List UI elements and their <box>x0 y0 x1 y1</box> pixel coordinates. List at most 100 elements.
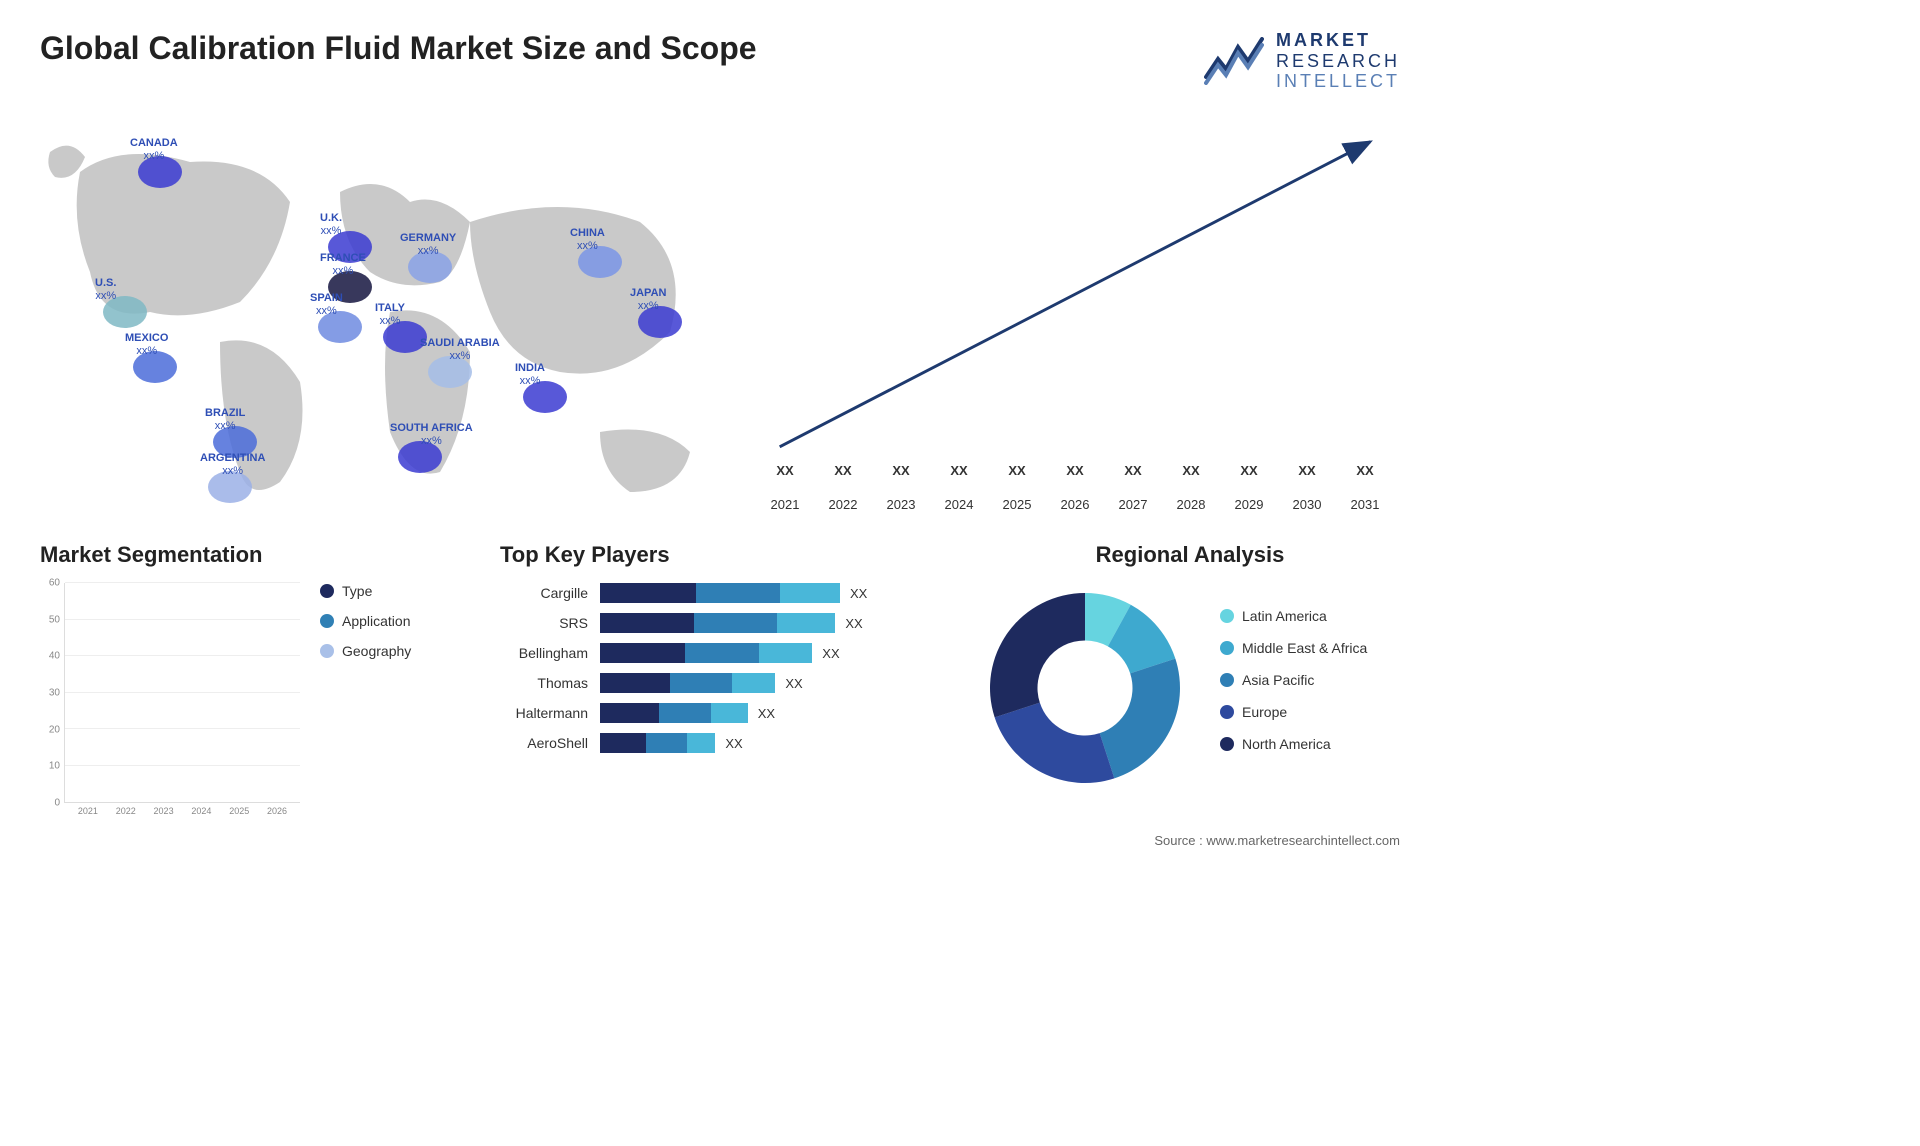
y-tick: 40 <box>49 651 60 662</box>
player-bar <box>600 643 812 663</box>
map-label: U.K.xx% <box>320 212 342 238</box>
map-label: JAPANxx% <box>630 287 666 313</box>
growth-year-label: 2027 <box>1108 497 1158 512</box>
map-label: ARGENTINAxx% <box>200 452 265 478</box>
y-tick: 30 <box>49 688 60 699</box>
players-title: Top Key Players <box>500 542 940 568</box>
player-row: Haltermann XX <box>500 703 880 723</box>
growth-year-label: 2021 <box>760 497 810 512</box>
donut-slice <box>1100 659 1180 779</box>
growth-year-label: 2022 <box>818 497 868 512</box>
donut-slice <box>995 703 1115 783</box>
growth-year-label: 2023 <box>876 497 926 512</box>
player-value: XX <box>785 676 802 691</box>
player-name: Thomas <box>500 675 600 691</box>
map-label: INDIAxx% <box>515 362 545 388</box>
map-label: MEXICOxx% <box>125 332 168 358</box>
seg-year-label: 2022 <box>116 806 136 816</box>
legend-item: Europe <box>1220 704 1367 720</box>
map-label: SAUDI ARABIAxx% <box>420 337 500 363</box>
logo: MARKET RESEARCH INTELLECT <box>1204 30 1400 92</box>
player-bar <box>600 673 775 693</box>
growth-year-label: 2029 <box>1224 497 1274 512</box>
player-row: Cargille XX <box>500 583 880 603</box>
growth-value-label: XX <box>1298 463 1315 478</box>
growth-value-label: XX <box>1008 463 1025 478</box>
donut-slice <box>990 593 1085 717</box>
growth-value-label: XX <box>1182 463 1199 478</box>
growth-bar: XX <box>818 463 868 482</box>
regional-section: Regional Analysis Latin AmericaMiddle Ea… <box>980 542 1400 803</box>
legend-item: Type <box>320 583 411 599</box>
growth-value-label: XX <box>1240 463 1257 478</box>
player-bar <box>600 613 835 633</box>
map-label: SOUTH AFRICAxx% <box>390 422 473 448</box>
segmentation-section: Market Segmentation 0102030405060 202120… <box>40 542 460 803</box>
top-row: CANADAxx%U.S.xx%MEXICOxx%BRAZILxx%ARGENT… <box>40 112 1400 512</box>
legend-item: Geography <box>320 643 411 659</box>
donut-legend: Latin AmericaMiddle East & AfricaAsia Pa… <box>1220 608 1367 768</box>
growth-value-label: XX <box>1124 463 1141 478</box>
growth-value-label: XX <box>776 463 793 478</box>
players-chart: CargilleXXSRSXXBellinghamXXThomasXXHalte… <box>500 583 880 753</box>
map-label: SPAINxx% <box>310 292 343 318</box>
seg-year-label: 2025 <box>229 806 249 816</box>
segmentation-title: Market Segmentation <box>40 542 460 568</box>
seg-year-label: 2026 <box>267 806 287 816</box>
growth-value-label: XX <box>1066 463 1083 478</box>
seg-year-label: 2021 <box>78 806 98 816</box>
growth-bar: XX <box>760 463 810 482</box>
player-name: Cargille <box>500 585 600 601</box>
growth-year-label: 2026 <box>1050 497 1100 512</box>
map-label: U.S.xx% <box>95 277 116 303</box>
player-row: BellinghamXX <box>500 643 880 663</box>
player-value: XX <box>850 586 867 601</box>
player-row: SRS XX <box>500 613 880 633</box>
legend-item: Application <box>320 613 411 629</box>
growth-chart: XX XX XX XX XX XX XX XX XX XX XX 2021 2022 2023 2024 2… <box>750 112 1400 512</box>
growth-bar: XX <box>934 463 984 482</box>
growth-bar: XX <box>1108 463 1158 482</box>
map-label: GERMANYxx% <box>400 232 456 258</box>
segmentation-chart: 0102030405060 202120222023202420252026 <box>40 583 300 803</box>
bottom-row: Market Segmentation 0102030405060 202120… <box>40 542 1400 803</box>
growth-bar: XX <box>1224 463 1274 482</box>
growth-year-label: 2024 <box>934 497 984 512</box>
growth-value-label: XX <box>1356 463 1373 478</box>
player-row: Thomas XX <box>500 673 880 693</box>
legend-item: North America <box>1220 736 1367 752</box>
player-value: XX <box>725 736 742 751</box>
player-bar <box>600 733 715 753</box>
donut-wrap: Latin AmericaMiddle East & AfricaAsia Pa… <box>980 583 1400 793</box>
player-name: Haltermann <box>500 705 600 721</box>
y-tick: 0 <box>54 798 60 809</box>
map-label: FRANCExx% <box>320 252 366 278</box>
y-tick: 60 <box>49 578 60 589</box>
growth-value-label: XX <box>834 463 851 478</box>
y-tick: 50 <box>49 614 60 625</box>
growth-bar: XX <box>1050 463 1100 482</box>
y-tick: 20 <box>49 724 60 735</box>
legend-item: Latin America <box>1220 608 1367 624</box>
player-bar <box>600 703 748 723</box>
regional-title: Regional Analysis <box>980 542 1400 568</box>
player-name: SRS <box>500 615 600 631</box>
header: Global Calibration Fluid Market Size and… <box>40 30 1400 92</box>
y-tick: 10 <box>49 761 60 772</box>
source-text: Source : www.marketresearchintellect.com <box>1154 833 1400 848</box>
player-name: AeroShell <box>500 735 600 751</box>
growth-bar: XX <box>1166 463 1216 482</box>
player-bar <box>600 583 840 603</box>
growth-bar: XX <box>1340 463 1390 482</box>
donut-chart <box>980 583 1190 793</box>
seg-year-label: 2024 <box>191 806 211 816</box>
players-section: Top Key Players Cargille XX SRS XX Bellingha… <box>500 542 940 803</box>
seg-year-label: 2023 <box>154 806 174 816</box>
growth-value-label: XX <box>950 463 967 478</box>
growth-bar: XX <box>1282 463 1332 482</box>
growth-year-label: 2030 <box>1282 497 1332 512</box>
player-value: XX <box>845 616 862 631</box>
player-name: Bellingham <box>500 645 600 661</box>
player-value: XX <box>758 706 775 721</box>
growth-bar: XX <box>876 463 926 482</box>
